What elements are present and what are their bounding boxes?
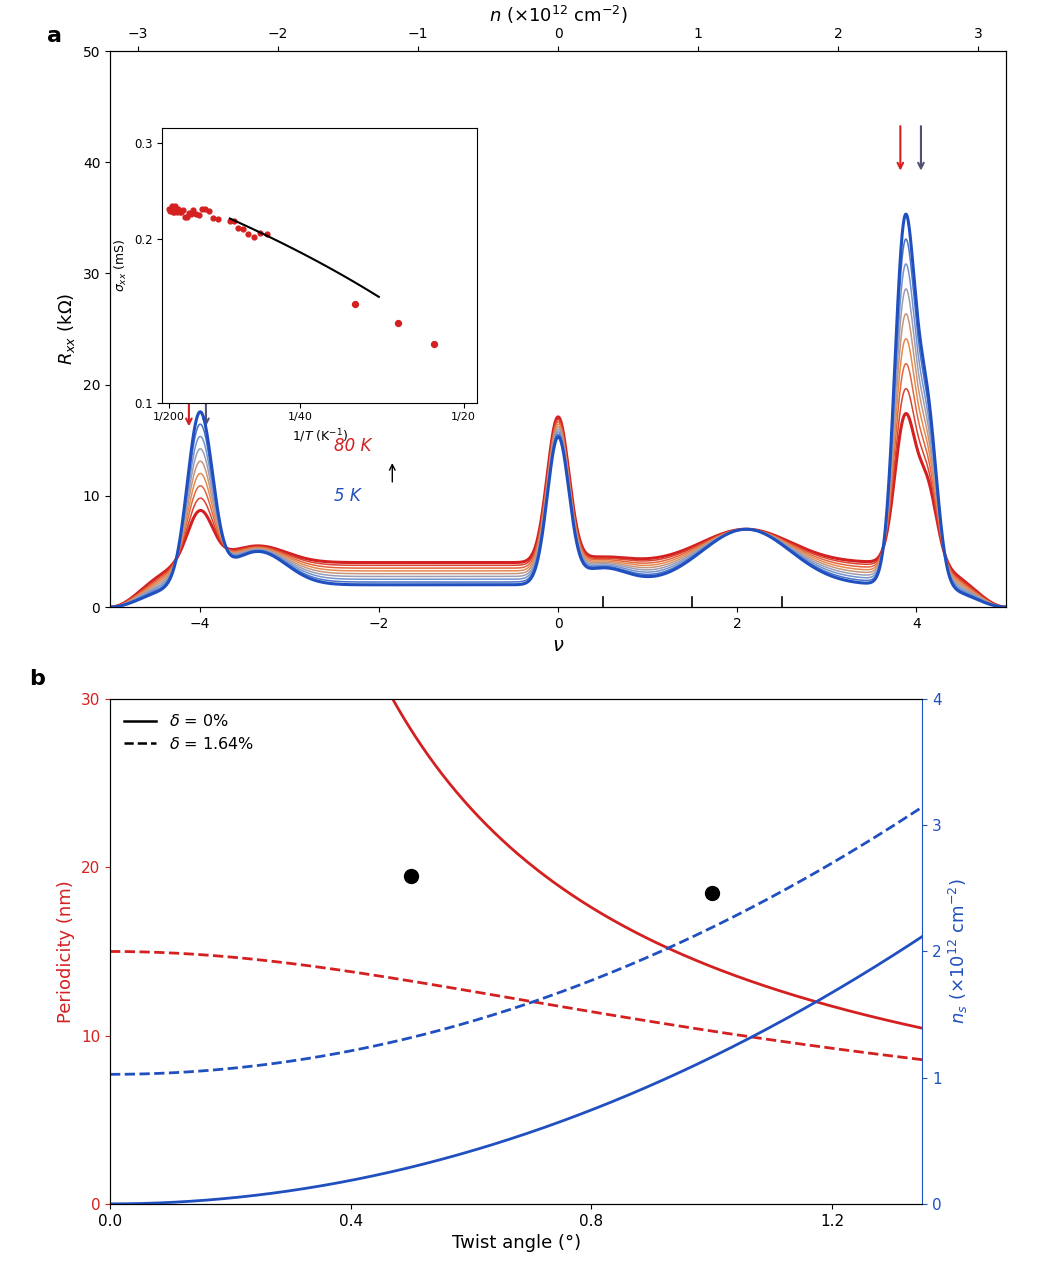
Point: [182, 204, 199, 225]
Point: [346, 294, 363, 314]
Point: [167, 196, 183, 216]
Point: [165, 202, 181, 222]
Point: [221, 211, 238, 231]
Point: [184, 199, 201, 220]
Point: [703, 882, 720, 902]
Y-axis label: $\sigma_{xx}$ (mS): $\sigma_{xx}$ (mS): [112, 239, 129, 291]
Y-axis label: Periodicity (nm): Periodicity (nm): [58, 881, 75, 1022]
Point: [235, 219, 252, 239]
Y-axis label: $R_{xx}$ (k$\Omega$): $R_{xx}$ (k$\Omega$): [57, 293, 78, 366]
Point: [240, 224, 257, 244]
Point: [180, 202, 197, 222]
X-axis label: $1/T$ (K$^{-1}$): $1/T$ (K$^{-1}$): [291, 428, 348, 446]
Point: [169, 202, 185, 222]
Point: [210, 208, 226, 229]
Point: [170, 199, 187, 220]
Point: [173, 202, 190, 222]
Point: [245, 226, 262, 247]
Point: [193, 199, 210, 220]
Y-axis label: $n_s$ ($\times$10$^{12}$ cm$^{-2}$): $n_s$ ($\times$10$^{12}$ cm$^{-2}$): [947, 878, 970, 1025]
Text: a: a: [47, 26, 62, 46]
Legend: $\delta$ = 0%, $\delta$ = 1.64%: $\delta$ = 0%, $\delta$ = 1.64%: [118, 707, 261, 758]
Point: [402, 865, 419, 886]
Point: [225, 211, 242, 231]
Point: [259, 224, 276, 244]
Point: [161, 201, 178, 221]
Point: [168, 198, 184, 219]
Point: [178, 206, 195, 226]
X-axis label: $\nu$: $\nu$: [552, 636, 564, 656]
Point: [163, 196, 180, 216]
Point: [175, 201, 192, 221]
Point: [205, 208, 222, 229]
Text: b: b: [28, 668, 45, 689]
Point: [191, 206, 208, 226]
Point: [252, 222, 268, 243]
X-axis label: Twist angle (°): Twist angle (°): [452, 1235, 581, 1252]
Point: [230, 217, 246, 238]
Text: 5 K: 5 K: [334, 487, 361, 505]
Point: [200, 201, 217, 221]
Point: [160, 199, 177, 220]
X-axis label: $n$ ($\times$10$^{12}$ cm$^{-2}$): $n$ ($\times$10$^{12}$ cm$^{-2}$): [488, 4, 628, 26]
Point: [425, 334, 442, 354]
Text: 80 K: 80 K: [334, 437, 371, 455]
Point: [176, 207, 193, 227]
Point: [390, 313, 407, 334]
Point: [162, 199, 179, 220]
Point: [188, 203, 204, 224]
Point: [166, 202, 182, 222]
Point: [197, 199, 214, 220]
Point: [172, 202, 189, 222]
